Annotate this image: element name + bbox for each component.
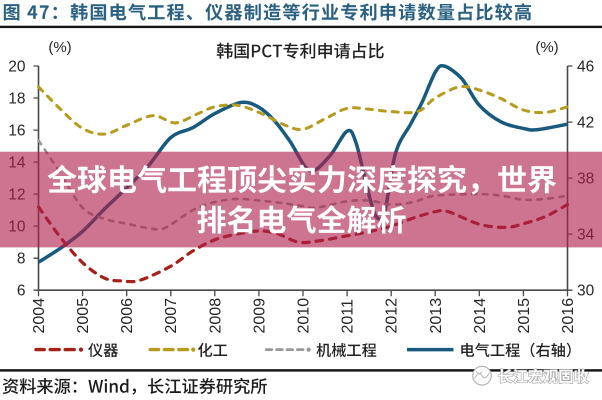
svg-text:2015: 2015 (516, 298, 533, 334)
svg-text:2008: 2008 (207, 298, 224, 334)
svg-text:8: 8 (17, 251, 26, 268)
svg-text:2012: 2012 (384, 298, 401, 334)
svg-text:2009: 2009 (251, 298, 268, 334)
svg-text:2007: 2007 (163, 298, 180, 334)
svg-text:46: 46 (577, 58, 594, 75)
svg-text:2011: 2011 (340, 299, 357, 334)
svg-text:16: 16 (8, 122, 25, 139)
svg-text:(%): (%) (48, 39, 71, 56)
svg-text:6: 6 (17, 283, 26, 300)
svg-text:2005: 2005 (75, 298, 92, 334)
svg-text:42: 42 (577, 114, 594, 131)
svg-text:2006: 2006 (119, 298, 136, 334)
svg-text:30: 30 (577, 283, 595, 300)
svg-text:18: 18 (8, 90, 25, 107)
svg-text:(%): (%) (535, 39, 558, 56)
svg-text:20: 20 (8, 58, 26, 75)
svg-text:2013: 2013 (428, 298, 445, 334)
svg-text:2016: 2016 (560, 298, 577, 334)
svg-text:2010: 2010 (296, 298, 313, 334)
svg-text:2004: 2004 (31, 298, 48, 334)
svg-text:2014: 2014 (472, 298, 489, 334)
